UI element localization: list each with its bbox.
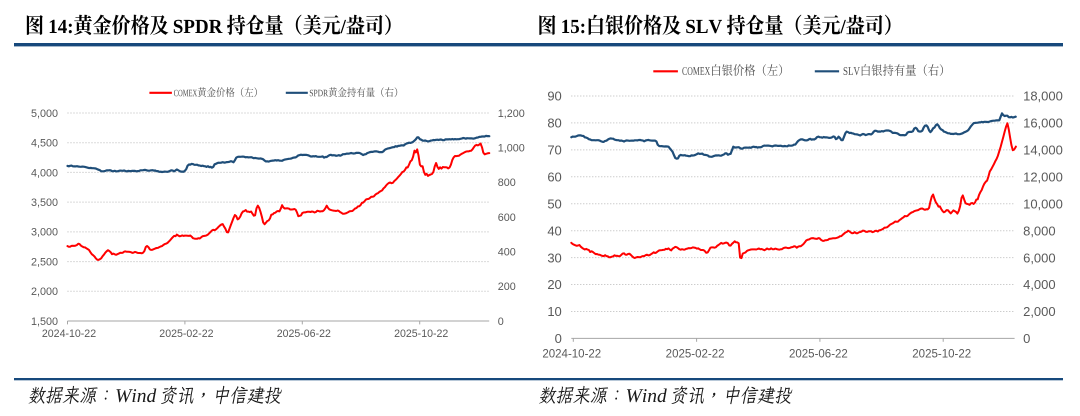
svg-text:30: 30	[547, 250, 561, 265]
svg-text:3,000: 3,000	[31, 227, 58, 239]
svg-text:1,500: 1,500	[31, 316, 58, 328]
svg-text:1,000: 1,000	[498, 143, 525, 155]
svg-text:20: 20	[547, 277, 561, 292]
svg-text:0: 0	[1023, 331, 1030, 346]
svg-text:1,200: 1,200	[498, 108, 525, 120]
svg-text:2025-10-22: 2025-10-22	[912, 349, 971, 361]
svg-text:2025-06-22: 2025-06-22	[789, 349, 848, 361]
svg-text:2,000: 2,000	[1023, 304, 1056, 319]
svg-text:14,000: 14,000	[1023, 143, 1063, 158]
svg-text:4,000: 4,000	[31, 167, 58, 179]
svg-text:12,000: 12,000	[1023, 170, 1063, 185]
svg-text:18,000: 18,000	[1023, 89, 1063, 104]
svg-text:50: 50	[547, 196, 561, 211]
svg-text:0: 0	[498, 316, 504, 328]
svg-text:2,500: 2,500	[31, 257, 58, 269]
svg-text:2025-02-22: 2025-02-22	[666, 349, 725, 361]
svg-text:40: 40	[547, 223, 561, 238]
svg-text:6,000: 6,000	[1023, 250, 1056, 265]
svg-text:2025-10-22: 2025-10-22	[394, 328, 448, 340]
svg-text:2024-10-22: 2024-10-22	[42, 328, 96, 340]
svg-text:8,000: 8,000	[1023, 223, 1056, 238]
svg-text:5,000: 5,000	[31, 108, 58, 120]
svg-text:0: 0	[555, 331, 562, 346]
svg-text:2024-10-22: 2024-10-22	[542, 349, 601, 361]
svg-text:90: 90	[547, 89, 561, 104]
svg-text:10,000: 10,000	[1023, 196, 1063, 211]
svg-text:200: 200	[498, 281, 516, 293]
svg-text:80: 80	[547, 116, 561, 131]
svg-text:600: 600	[498, 212, 516, 224]
svg-text:3,500: 3,500	[31, 197, 58, 209]
svg-text:800: 800	[498, 177, 516, 189]
svg-text:2025-02-22: 2025-02-22	[159, 328, 213, 340]
svg-text:10: 10	[547, 304, 561, 319]
svg-text:2,000: 2,000	[31, 286, 58, 298]
svg-text:4,000: 4,000	[1023, 277, 1056, 292]
svg-text:16,000: 16,000	[1023, 116, 1063, 131]
svg-text:4,500: 4,500	[31, 138, 58, 150]
svg-text:70: 70	[547, 143, 561, 158]
svg-text:60: 60	[547, 170, 561, 185]
svg-text:400: 400	[498, 247, 516, 259]
svg-text:2025-06-22: 2025-06-22	[277, 328, 331, 340]
